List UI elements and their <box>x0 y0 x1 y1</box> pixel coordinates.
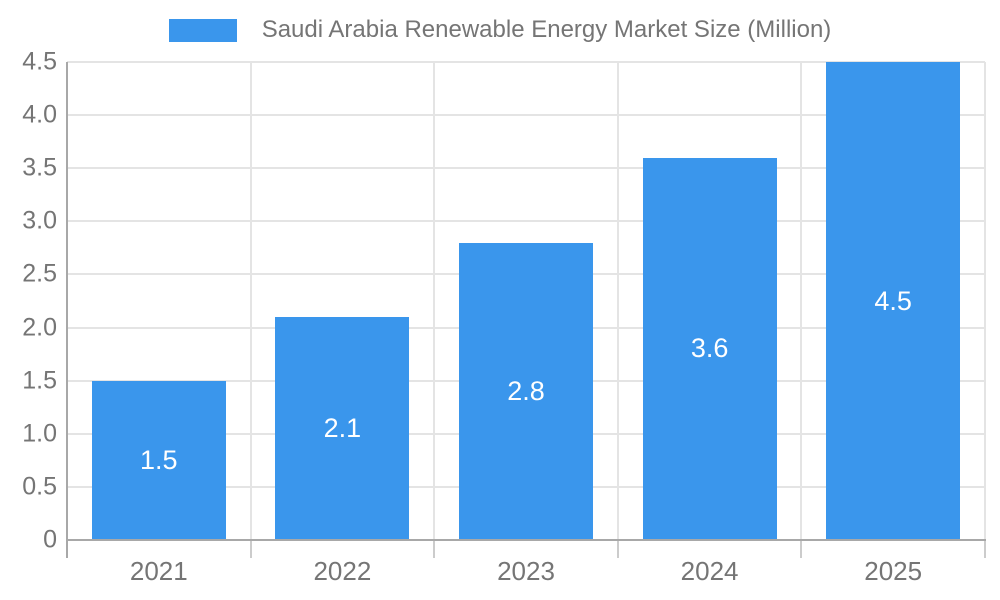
x-axis-tick <box>249 541 252 558</box>
x-axis-tick <box>616 541 619 558</box>
y-tick-label: 4.5 <box>22 47 57 76</box>
h-gridline <box>67 167 985 170</box>
legend-swatch-icon <box>168 18 237 42</box>
x-axis-line <box>66 539 986 541</box>
x-axis-tick <box>984 541 986 558</box>
h-gridline <box>67 61 985 63</box>
y-tick-label: 2.5 <box>22 259 57 288</box>
bar-value-label: 1.5 <box>140 444 178 475</box>
legend-label: Saudi Arabia Renewable Energy Market Siz… <box>261 16 832 43</box>
bar-value-label: 3.6 <box>690 333 729 364</box>
bar-value-label: 4.5 <box>874 285 912 316</box>
bar-2024[interactable]: 3.6 <box>642 157 777 540</box>
x-tick-label-2023: 2023 <box>497 556 555 586</box>
y-tick-label: 0 <box>43 525 57 554</box>
bar-2022[interactable]: 2.1 <box>275 316 410 540</box>
y-axis-line <box>66 62 68 558</box>
plot-area: 1.5 2.1 2.8 3.6 4.5 <box>67 61 986 540</box>
y-axis-labels: 0 0.5 1.0 1.5 2.0 2.5 3.0 3.5 4.0 4.5 <box>0 48 57 554</box>
y-tick-label: 1.5 <box>22 366 57 395</box>
bar-value-label: 2.8 <box>507 375 545 406</box>
y-tick-label: 1.0 <box>22 419 57 448</box>
y-tick-label: 3.5 <box>22 153 57 182</box>
v-gridline <box>616 62 619 540</box>
bar-2025[interactable]: 4.5 <box>826 62 961 540</box>
y-tick-label: 3.0 <box>22 206 57 235</box>
x-tick-label-2021: 2021 <box>129 556 188 586</box>
x-axis-tick <box>433 541 436 558</box>
v-gridline <box>433 62 436 540</box>
bar-2021[interactable]: 1.5 <box>91 380 226 540</box>
y-tick-label: 4.0 <box>22 100 57 129</box>
x-axis-labels: 2021 2022 2023 2024 2025 <box>67 556 985 590</box>
bar-2023[interactable]: 2.8 <box>459 242 593 540</box>
bar-value-label: 2.1 <box>323 412 362 443</box>
v-gridline <box>984 62 986 540</box>
x-tick-label-2024: 2024 <box>680 556 739 586</box>
legend-item[interactable]: Saudi Arabia Renewable Energy Market Siz… <box>168 16 832 44</box>
x-tick-label-2025: 2025 <box>864 556 923 586</box>
h-gridline <box>67 114 985 117</box>
v-gridline <box>800 62 803 540</box>
legend: Saudi Arabia Renewable Energy Market Siz… <box>0 10 1000 50</box>
x-tick-label-2022: 2022 <box>313 556 372 586</box>
y-tick-label: 0.5 <box>22 472 57 501</box>
x-axis-tick <box>800 541 803 558</box>
v-gridline <box>249 62 252 540</box>
y-tick-label: 2.0 <box>22 313 57 342</box>
h-gridline <box>67 220 985 223</box>
